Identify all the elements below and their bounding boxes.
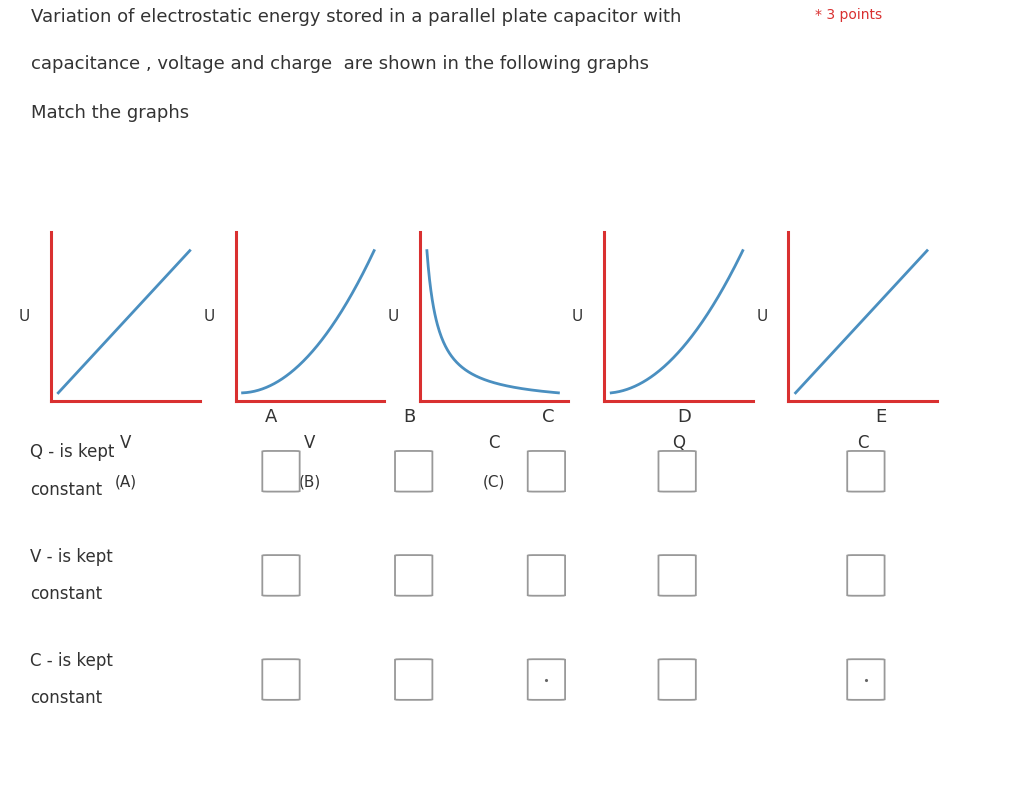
FancyBboxPatch shape bbox=[262, 451, 300, 492]
Text: Q: Q bbox=[672, 434, 685, 452]
Text: Match the graphs: Match the graphs bbox=[31, 104, 188, 122]
FancyBboxPatch shape bbox=[395, 555, 432, 596]
FancyBboxPatch shape bbox=[658, 555, 696, 596]
Text: (C): (C) bbox=[483, 474, 505, 489]
Text: C - is kept: C - is kept bbox=[31, 652, 114, 670]
Text: (B): (B) bbox=[299, 474, 321, 489]
Text: (E): (E) bbox=[852, 474, 873, 489]
Text: C: C bbox=[857, 434, 868, 452]
FancyBboxPatch shape bbox=[658, 659, 696, 700]
Text: A: A bbox=[265, 408, 278, 425]
Text: V: V bbox=[120, 434, 131, 452]
FancyBboxPatch shape bbox=[527, 451, 565, 492]
Text: U: U bbox=[571, 309, 583, 324]
Text: (A): (A) bbox=[115, 474, 136, 489]
Text: (D): (D) bbox=[667, 474, 690, 489]
Text: Variation of electrostatic energy stored in a parallel plate capacitor with: Variation of electrostatic energy stored… bbox=[31, 8, 681, 26]
Text: V: V bbox=[304, 434, 315, 452]
FancyBboxPatch shape bbox=[262, 659, 300, 700]
FancyBboxPatch shape bbox=[395, 451, 432, 492]
Text: U: U bbox=[203, 309, 214, 324]
FancyBboxPatch shape bbox=[847, 659, 885, 700]
FancyBboxPatch shape bbox=[847, 451, 885, 492]
Text: constant: constant bbox=[31, 481, 102, 499]
Text: D: D bbox=[677, 408, 691, 425]
Text: C: C bbox=[488, 434, 500, 452]
Text: U: U bbox=[756, 309, 767, 324]
Text: C: C bbox=[542, 408, 554, 425]
Text: B: B bbox=[403, 408, 416, 425]
FancyBboxPatch shape bbox=[527, 555, 565, 596]
FancyBboxPatch shape bbox=[395, 659, 432, 700]
Text: U: U bbox=[387, 309, 398, 324]
FancyBboxPatch shape bbox=[847, 555, 885, 596]
FancyBboxPatch shape bbox=[527, 659, 565, 700]
Text: capacitance , voltage and charge  are shown in the following graphs: capacitance , voltage and charge are sho… bbox=[31, 54, 649, 73]
Text: constant: constant bbox=[31, 690, 102, 707]
Text: E: E bbox=[876, 408, 886, 425]
FancyBboxPatch shape bbox=[262, 555, 300, 596]
Text: constant: constant bbox=[31, 586, 102, 603]
Text: Q - is kept: Q - is kept bbox=[31, 444, 115, 461]
FancyBboxPatch shape bbox=[658, 451, 696, 492]
Text: * 3 points: * 3 points bbox=[815, 8, 883, 22]
Text: U: U bbox=[18, 309, 30, 324]
Text: V - is kept: V - is kept bbox=[31, 548, 113, 566]
